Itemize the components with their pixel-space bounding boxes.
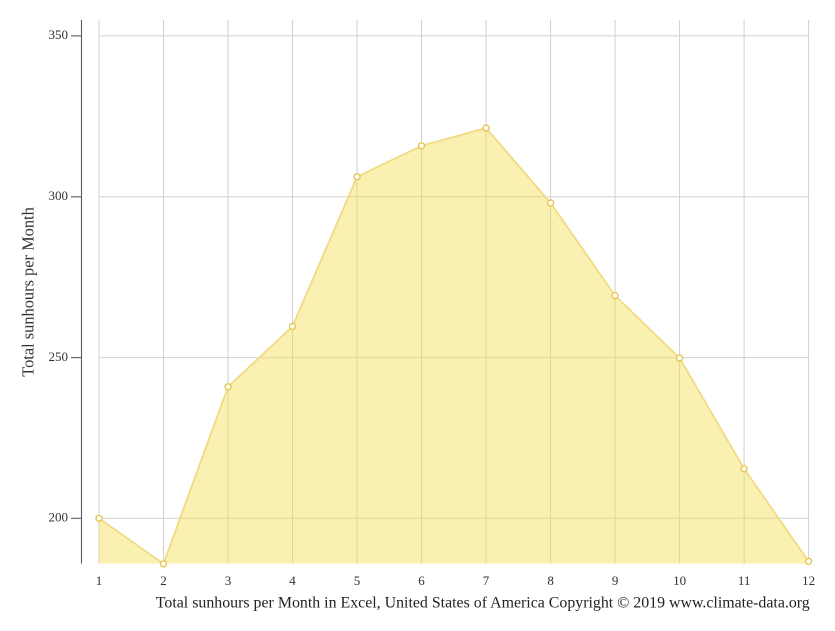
svg-text:250: 250: [49, 349, 69, 364]
svg-text:12: 12: [802, 573, 815, 588]
svg-text:11: 11: [738, 573, 751, 588]
svg-text:300: 300: [49, 188, 69, 203]
svg-text:Total sunhours per Month in Ex: Total sunhours per Month in Excel, Unite…: [156, 594, 810, 611]
svg-text:7: 7: [483, 573, 490, 588]
svg-text:2: 2: [160, 573, 167, 588]
svg-text:8: 8: [547, 573, 554, 588]
svg-text:350: 350: [49, 27, 69, 42]
svg-text:4: 4: [289, 573, 296, 588]
svg-text:10: 10: [673, 573, 686, 588]
svg-text:9: 9: [612, 573, 619, 588]
svg-text:1: 1: [96, 573, 103, 588]
svg-text:6: 6: [418, 573, 425, 588]
svg-text:200: 200: [49, 510, 69, 525]
svg-text:5: 5: [354, 573, 361, 588]
svg-text:3: 3: [225, 573, 232, 588]
svg-text:Total sunhours per Month: Total sunhours per Month: [19, 207, 38, 377]
